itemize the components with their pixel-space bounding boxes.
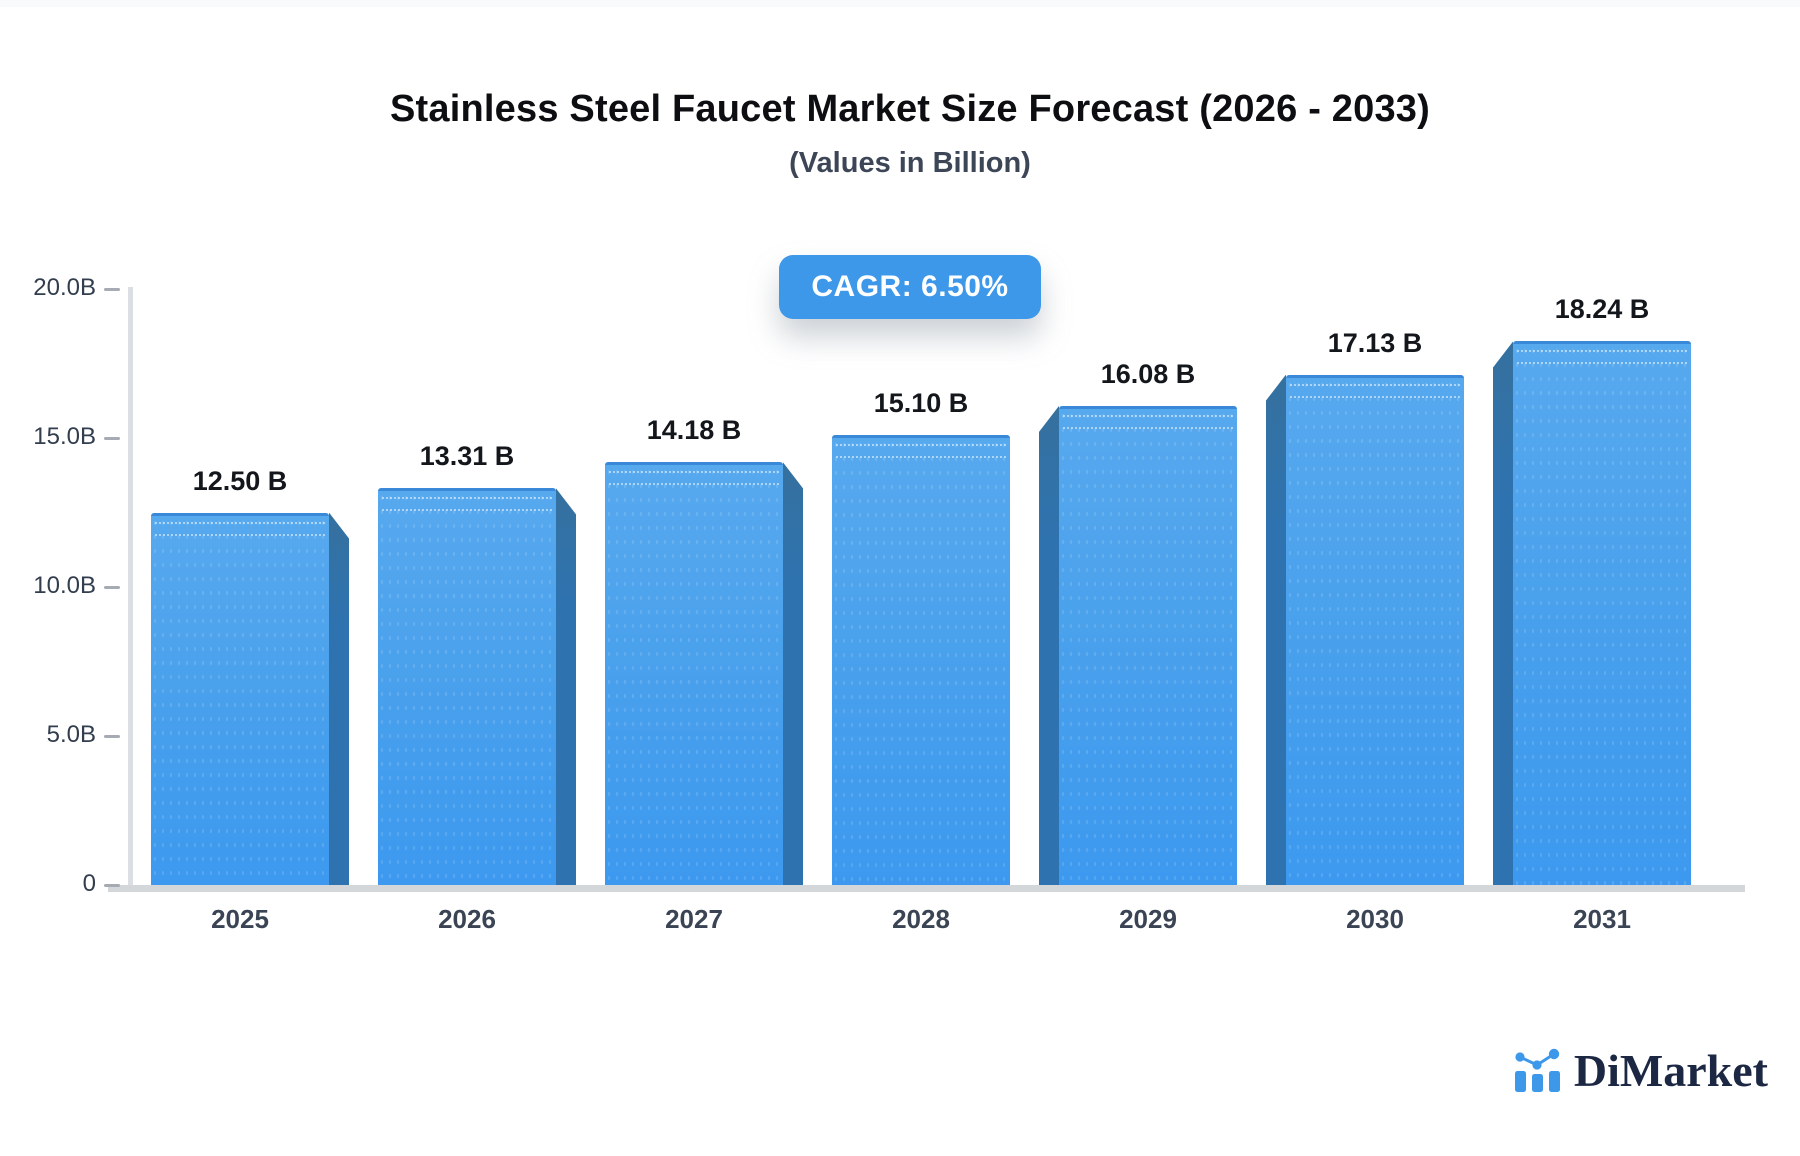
bar-2028 [832,435,1010,885]
y-axis-tick-mark [104,586,120,589]
bar-side-2030 [1266,374,1286,885]
bar-value-label: 12.50 B [192,465,288,496]
y-axis-tick-mark [104,884,120,887]
chart-title: Stainless Steel Faucet Market Size Forec… [390,88,1430,130]
brand-logo: DiMarket [1512,1046,1768,1094]
y-axis-tick-mark [104,735,120,738]
y-axis-tick-label: 0 [82,870,96,897]
bar-value-label: 17.13 B [1327,327,1423,358]
bar-value-label: 14.18 B [646,415,742,446]
x-axis-label: 2025 [211,904,269,934]
y-axis-tick-mark [104,288,120,291]
x-axis-label: 2030 [1346,904,1404,934]
bar-value-label: 18.24 B [1554,294,1650,325]
bar-2025 [151,512,329,885]
bar-2031 [1513,341,1691,885]
x-axis-label: 2027 [665,904,723,934]
cagr-badge-wrap: CAGR: 6.50% [130,255,1690,319]
brand-name: DiMarket [1573,1045,1768,1096]
y-axis-tick-label: 20.0B [33,274,96,301]
bar-side-2031 [1493,341,1513,885]
page-top-strip [0,0,1800,7]
bar-chart-logo-icon [1512,1046,1564,1094]
y-axis-tick-label: 15.0B [33,423,96,450]
y-axis-line [128,287,133,886]
y-axis-tick-mark [104,437,120,440]
x-axis-label: 2029 [1119,904,1177,934]
bar-side-2027 [783,462,803,885]
x-axis-label: 2028 [892,904,950,934]
bar-value-label: 13.31 B [419,441,515,472]
bar-side-2026 [556,488,576,885]
bar-2027 [605,462,783,885]
x-axis-label: 2026 [438,904,496,934]
bar-side-2025 [329,512,349,885]
x-axis-label: 2031 [1573,904,1631,934]
chart-subtitle: (Values in Billion) [789,147,1031,179]
cagr-badge: CAGR: 6.50% [779,255,1041,319]
y-axis-tick-label: 5.0B [46,721,96,748]
bar-2029 [1059,405,1237,885]
bar-value-label: 16.08 B [1100,358,1196,389]
bar-2030 [1286,374,1464,885]
bar-value-label: 15.10 B [873,388,969,419]
x-axis-line [108,885,1745,892]
bar-side-2029 [1039,405,1059,885]
bar-2026 [378,488,556,885]
y-axis-tick-label: 10.0B [33,572,96,599]
